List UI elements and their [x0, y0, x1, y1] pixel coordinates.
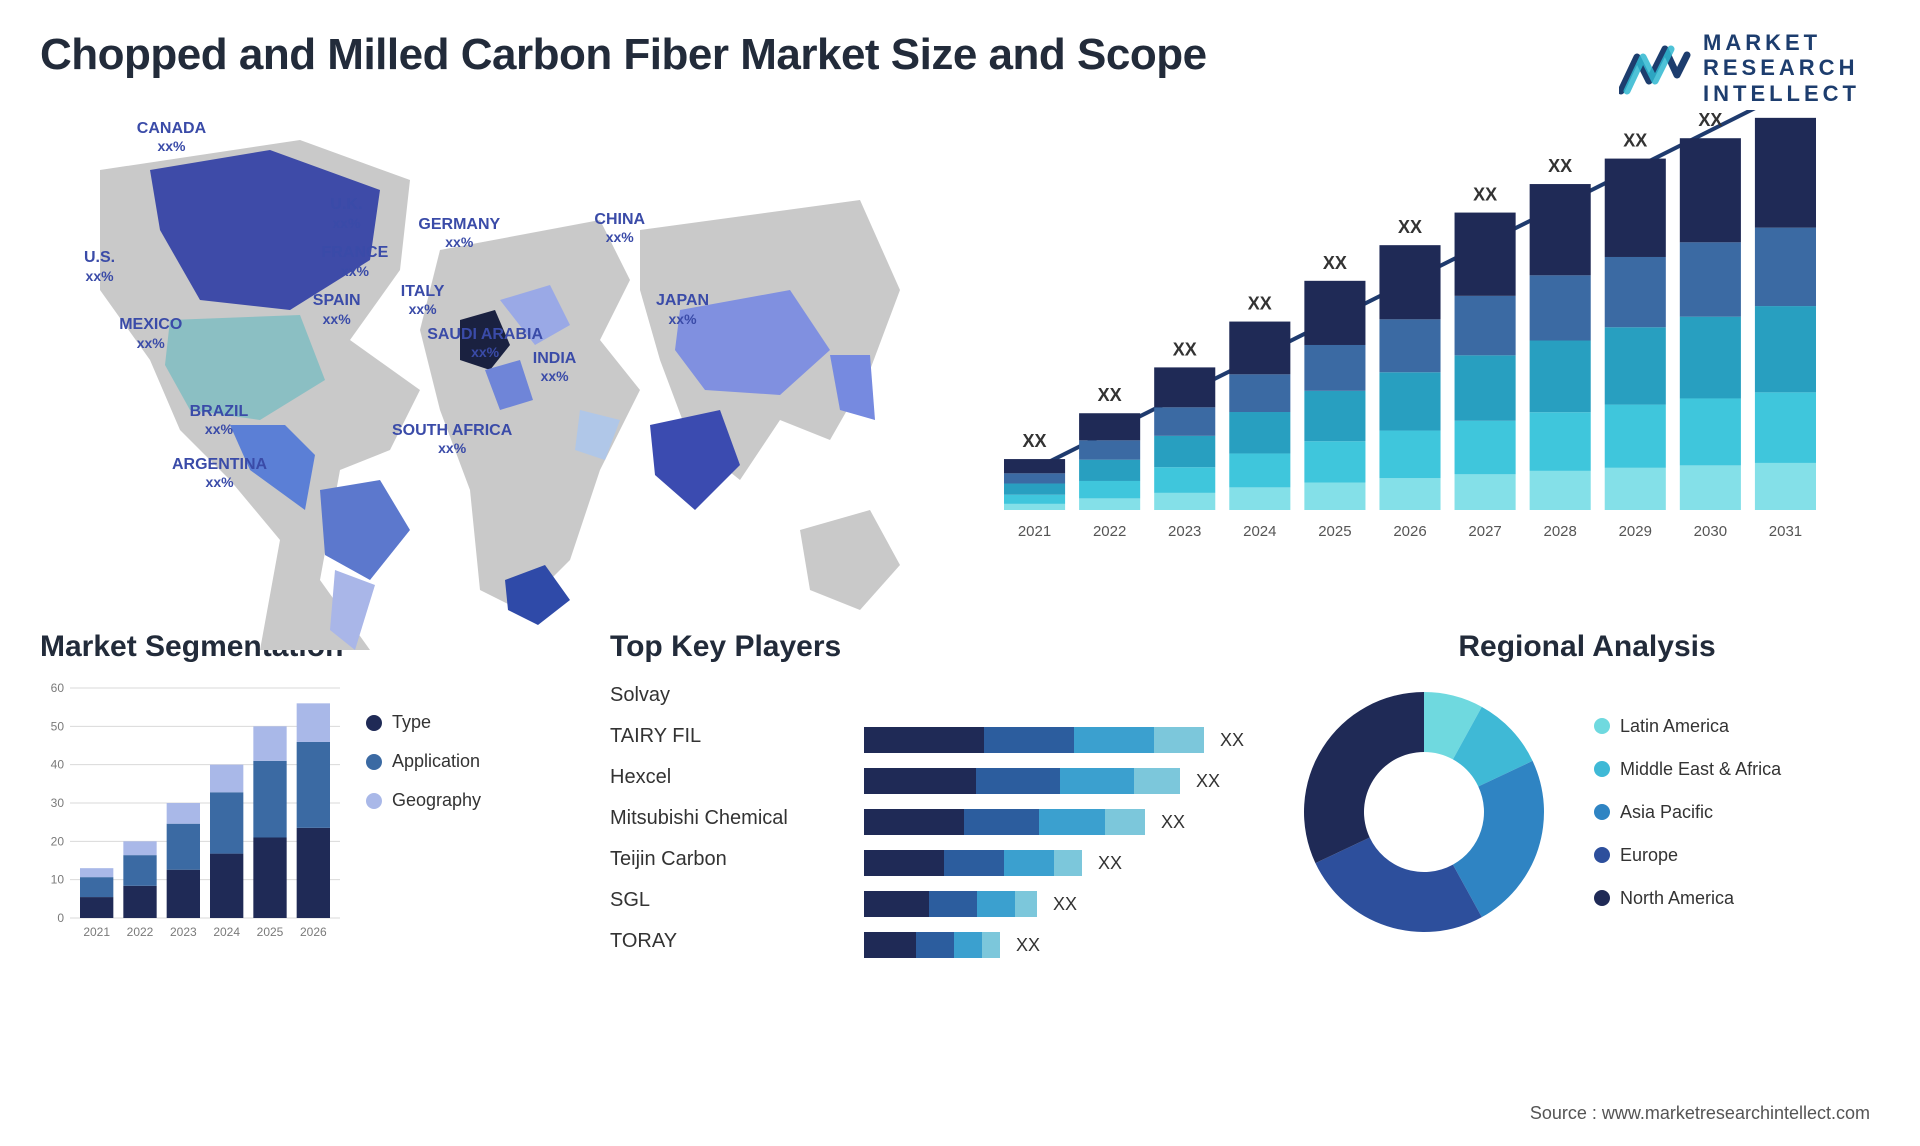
map-label: SAUDI ARABIAxx% — [427, 326, 543, 360]
player-label: Hexcel — [610, 764, 840, 790]
svg-text:2023: 2023 — [1168, 523, 1201, 540]
player-bar-row: XX — [864, 932, 1244, 958]
map-label: CHINAxx% — [594, 211, 645, 245]
svg-text:2026: 2026 — [300, 925, 327, 939]
svg-text:XX: XX — [1698, 110, 1722, 130]
player-label: Mitsubishi Chemical — [610, 805, 840, 831]
svg-text:50: 50 — [51, 719, 65, 733]
map-label: U.K.xx% — [330, 196, 362, 230]
svg-text:2030: 2030 — [1694, 523, 1727, 540]
map-label: CANADAxx% — [137, 120, 206, 154]
svg-text:2026: 2026 — [1393, 523, 1426, 540]
map-label: ITALYxx% — [401, 283, 445, 317]
player-label: TAIRY FIL — [610, 723, 840, 749]
legend-item: Type — [366, 712, 481, 733]
player-bar-row: XX — [864, 850, 1244, 876]
svg-text:2025: 2025 — [1318, 523, 1351, 540]
svg-text:0: 0 — [57, 911, 64, 925]
map-label: U.S.xx% — [84, 249, 115, 283]
svg-text:XX: XX — [1398, 217, 1422, 237]
player-label: Solvay — [610, 682, 840, 708]
svg-text:2022: 2022 — [1093, 523, 1126, 540]
map-label: SOUTH AFRICAxx% — [392, 422, 512, 456]
player-bar-row: XX — [864, 809, 1244, 835]
player-label: SGL — [610, 887, 840, 913]
svg-text:XX: XX — [1323, 253, 1347, 273]
regional-legend: Latin America Middle East & Africa Asia Pa… — [1594, 716, 1781, 909]
legend-item: Middle East & Africa — [1594, 759, 1781, 780]
svg-text:2029: 2029 — [1619, 523, 1652, 540]
svg-text:XX: XX — [1173, 339, 1197, 359]
svg-text:XX: XX — [1623, 131, 1647, 151]
svg-text:XX: XX — [1023, 431, 1047, 451]
regional-title: Regional Analysis — [1294, 630, 1880, 664]
map-label: INDIAxx% — [533, 350, 577, 384]
svg-text:30: 30 — [51, 796, 65, 810]
svg-text:60: 60 — [51, 682, 65, 695]
legend-item: Application — [366, 751, 481, 772]
map-label: MEXICOxx% — [119, 316, 182, 350]
svg-text:2023: 2023 — [170, 925, 197, 939]
map-label: FRANCExx% — [322, 244, 389, 278]
player-bar-row: XX — [864, 768, 1244, 794]
logo-mark-icon — [1619, 41, 1691, 95]
legend-item: Latin America — [1594, 716, 1781, 737]
svg-text:2022: 2022 — [127, 925, 154, 939]
svg-text:XX: XX — [1548, 156, 1572, 176]
legend-item: Asia Pacific — [1594, 802, 1781, 823]
key-players-chart: Solvay TAIRY FIL Hexcel Mitsubishi Chemical… — [610, 682, 1244, 958]
segmentation-chart: 0 10 20 30 40 50 60 2021 2022 2023 2024 2025 2026 Ty… — [40, 682, 560, 942]
svg-text:2025: 2025 — [257, 925, 284, 939]
segmentation-legend: Type Application Geography — [366, 712, 481, 811]
svg-text:2028: 2028 — [1543, 523, 1576, 540]
growth-bar-chart: XX 2021 XX 2022 XX 2023 XX 2024 XX 2025 XX 2026 XX 20… — [980, 110, 1880, 590]
svg-text:XX: XX — [1248, 294, 1272, 314]
svg-text:2021: 2021 — [1018, 523, 1051, 540]
world-map: CANADAxx% U.S.xx% MEXICOxx% BRAZILxx% ARGENT… — [40, 110, 920, 590]
map-label: BRAZILxx% — [190, 403, 249, 437]
brand-logo: MARKET RESEARCH INTELLECT — [1619, 30, 1860, 106]
svg-text:40: 40 — [51, 758, 65, 772]
svg-text:2024: 2024 — [213, 925, 240, 939]
map-label: JAPANxx% — [656, 292, 709, 326]
legend-item: North America — [1594, 888, 1781, 909]
svg-text:10: 10 — [51, 873, 65, 887]
source-text: Source : www.marketresearchintellect.com — [1530, 1103, 1870, 1124]
svg-text:2024: 2024 — [1243, 523, 1276, 540]
map-label: SPAINxx% — [313, 292, 361, 326]
svg-text:2027: 2027 — [1468, 523, 1501, 540]
player-bar-row: XX — [864, 727, 1244, 753]
svg-text:20: 20 — [51, 834, 65, 848]
legend-item: Europe — [1594, 845, 1781, 866]
svg-text:XX: XX — [1098, 385, 1122, 405]
svg-text:2021: 2021 — [83, 925, 110, 939]
player-label: Teijin Carbon — [610, 846, 840, 872]
svg-text:XX: XX — [1473, 185, 1497, 205]
regional-donut: Latin America Middle East & Africa Asia Pa… — [1294, 682, 1880, 942]
player-label: TORAY — [610, 928, 840, 954]
legend-item: Geography — [366, 790, 481, 811]
map-silhouette-icon — [40, 110, 920, 650]
logo-text: MARKET RESEARCH INTELLECT — [1703, 30, 1860, 106]
player-bar-row: XX — [864, 891, 1244, 917]
map-label: ARGENTINAxx% — [172, 456, 267, 490]
page-title: Chopped and Milled Carbon Fiber Market S… — [40, 30, 1880, 80]
svg-text:2031: 2031 — [1769, 523, 1802, 540]
player-bar-row — [864, 686, 1244, 712]
map-label: GERMANYxx% — [418, 216, 500, 250]
